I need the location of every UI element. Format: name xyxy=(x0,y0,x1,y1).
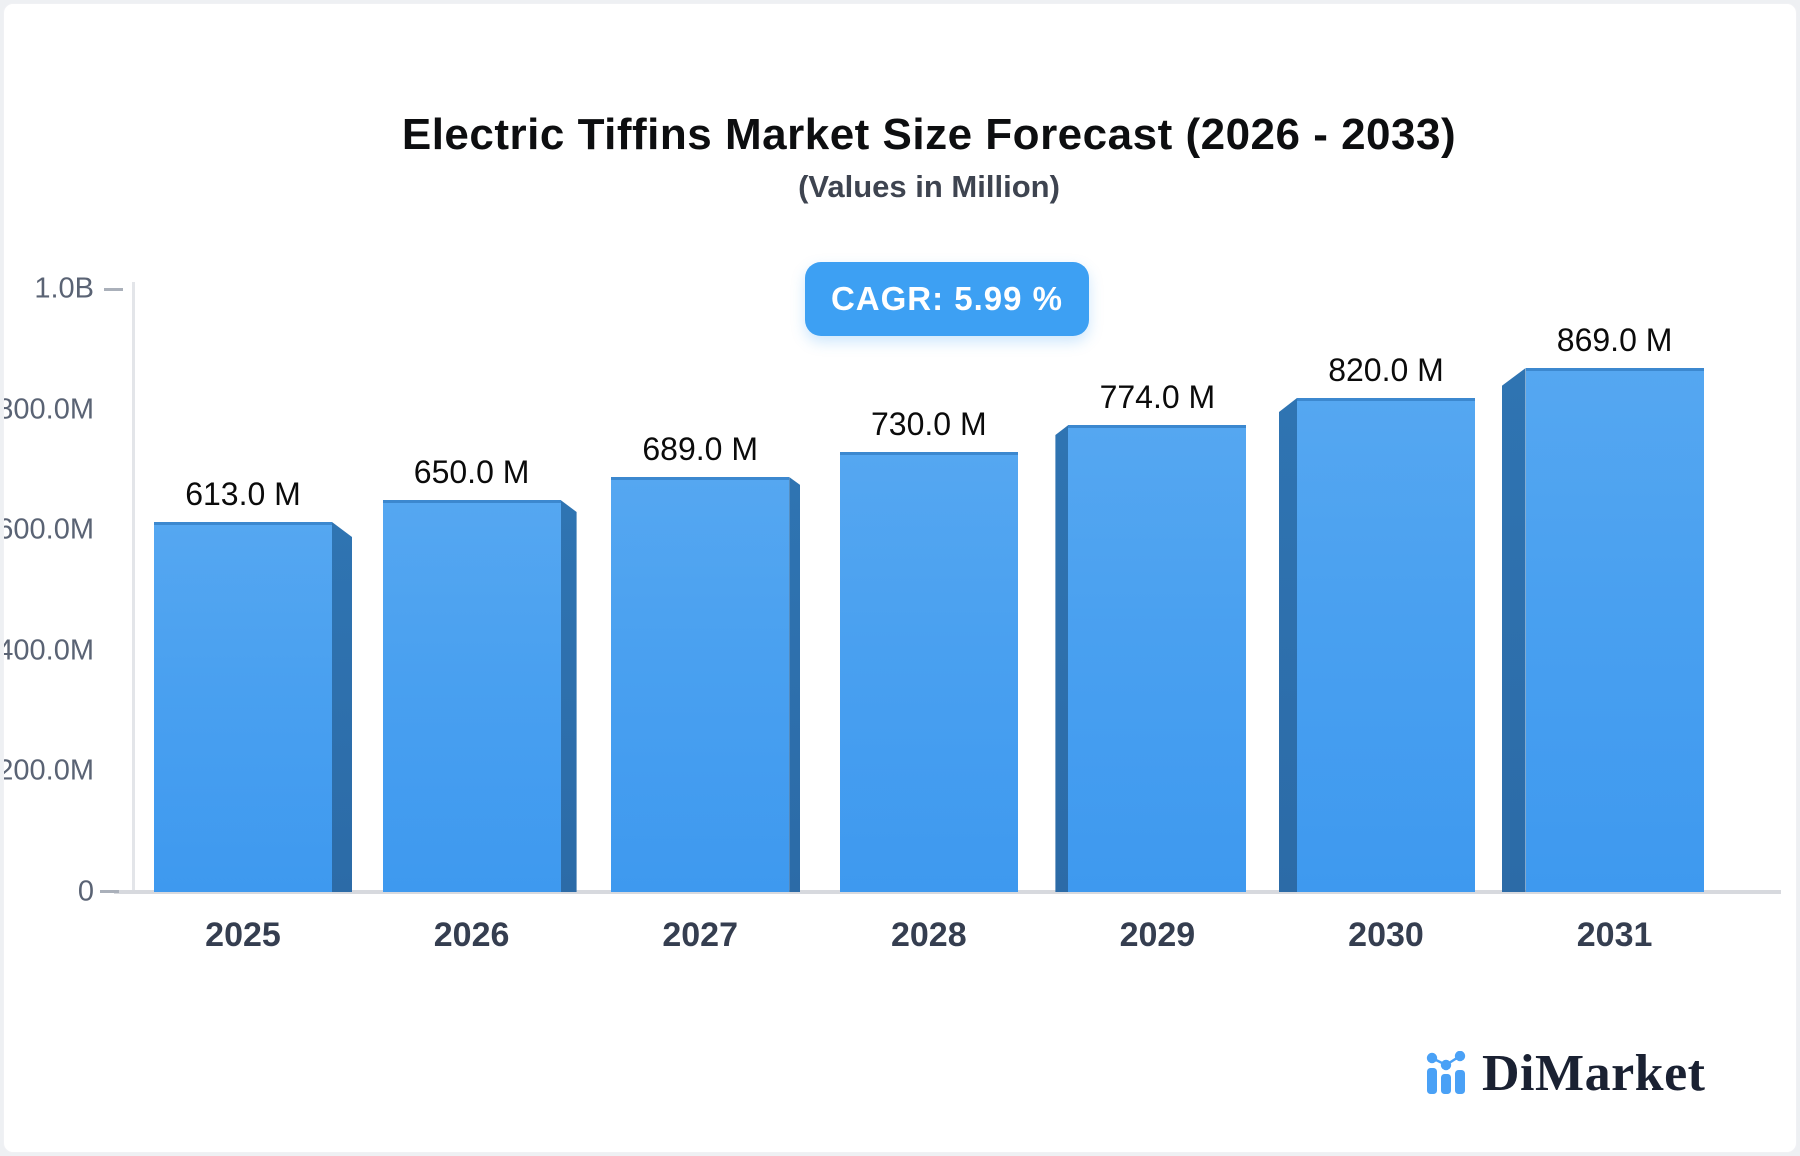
cagr-badge: CAGR: 5.99 % xyxy=(805,262,1089,336)
bar-value-label: 730.0 M xyxy=(870,406,987,442)
chart-subtitle: (Values in Million) xyxy=(798,169,1060,204)
y-axis-line xyxy=(132,282,135,892)
bar-value-label: 820.0 M xyxy=(1328,352,1444,388)
bar-side-face xyxy=(1055,425,1069,892)
bar-value-label: 869.0 M xyxy=(1556,322,1673,358)
x-axis-label: 2028 xyxy=(890,916,967,954)
brand-name: DiMarket xyxy=(1482,1045,1706,1102)
chart-title: Electric Tiffins Market Size Forecast (2… xyxy=(401,110,1457,159)
bar-2028[interactable] xyxy=(839,452,1018,892)
x-axis-label: 2027 xyxy=(662,916,738,954)
y-axis-label: 1.0B xyxy=(34,272,94,305)
bar-value-label: 613.0 M xyxy=(185,476,301,512)
bar-chart-plot-area: 0 200.0M 400.0M 600.0M 800.0M 1.0B 613.0 M 2025… xyxy=(4,4,1796,1152)
y-axis-tick-zero xyxy=(100,890,119,893)
bar-2026[interactable] xyxy=(382,500,561,892)
bar-value-label: 689.0 M xyxy=(642,431,758,467)
x-axis-label: 2026 xyxy=(433,916,510,954)
bar-value-label: 774.0 M xyxy=(1099,379,1216,415)
mini-bar-chart-logo-icon xyxy=(1426,1050,1466,1094)
y-axis-label: 0 xyxy=(77,875,94,908)
x-axis-label: 2030 xyxy=(1348,916,1424,954)
y-axis-label: 600.0M xyxy=(3,513,94,546)
x-axis-label: 2031 xyxy=(1576,916,1653,954)
bar-2030[interactable] xyxy=(1297,398,1475,892)
brand-logo: DiMarket xyxy=(1422,1044,1705,1103)
bar-side-face xyxy=(1501,368,1526,892)
y-axis-tick-top xyxy=(104,288,123,291)
bar-side-face xyxy=(1279,398,1297,892)
bar-2031[interactable] xyxy=(1525,368,1704,892)
cagr-badge-label: CAGR: 5.99 % xyxy=(830,280,1064,317)
chart-card: Electric Tiffins Market Size Forecast (2… xyxy=(3,3,1797,1153)
bar-2027[interactable] xyxy=(611,477,790,892)
bar-2025[interactable] xyxy=(154,522,332,892)
bar-side-face xyxy=(332,522,352,892)
x-axis-label: 2029 xyxy=(1119,916,1196,954)
bar-value-label: 650.0 M xyxy=(413,454,530,490)
y-axis-label: 400.0M xyxy=(3,634,94,667)
bar-side-face xyxy=(560,500,577,892)
y-axis-label: 800.0M xyxy=(3,393,94,426)
y-axis-label: 200.0M xyxy=(3,754,94,787)
x-axis-label: 2025 xyxy=(205,916,281,954)
bar-2029[interactable] xyxy=(1068,425,1247,892)
bar-side-face xyxy=(789,477,801,892)
x-axis-baseline xyxy=(114,890,1781,894)
